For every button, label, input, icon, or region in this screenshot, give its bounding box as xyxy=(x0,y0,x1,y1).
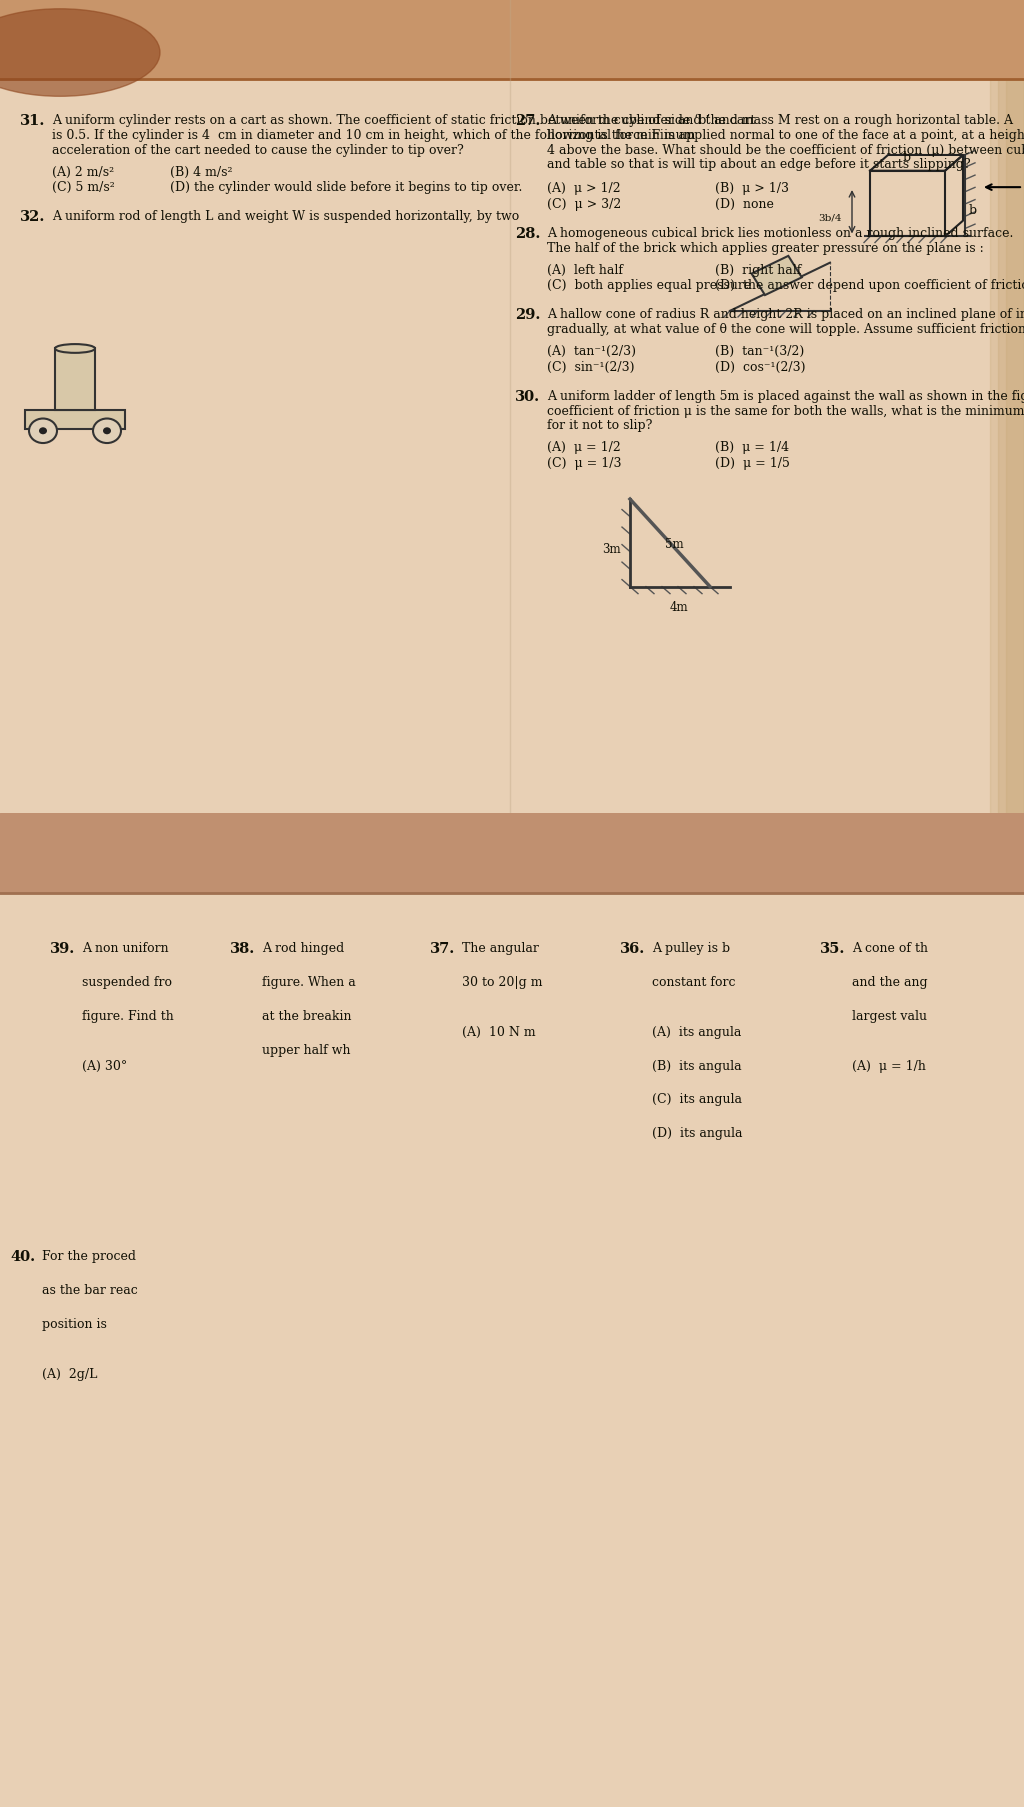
Text: (D)  the answer depend upon coefficient of friction: (D) the answer depend upon coefficient o… xyxy=(715,280,1024,293)
Bar xyxy=(0,0,1024,80)
Text: The half of the brick which applies greater pressure on the plane is :: The half of the brick which applies grea… xyxy=(547,242,984,255)
Text: 36.: 36. xyxy=(620,943,645,956)
Text: (C)  μ > 3/2: (C) μ > 3/2 xyxy=(547,199,622,211)
Text: A rod hinged: A rod hinged xyxy=(262,943,344,956)
Circle shape xyxy=(29,419,57,443)
Text: gradually, at what value of θ the cone will topple. Assume sufficient friction i: gradually, at what value of θ the cone w… xyxy=(547,323,1024,336)
Text: (A)  μ = 1/2: (A) μ = 1/2 xyxy=(547,441,621,454)
Text: constant forc: constant forc xyxy=(652,976,735,988)
Text: acceleration of the cart needed to cause the cylinder to tip over?: acceleration of the cart needed to cause… xyxy=(52,143,464,157)
Text: (D)  cos⁻¹(2/3): (D) cos⁻¹(2/3) xyxy=(715,361,806,374)
Bar xyxy=(25,410,125,428)
Text: coefficient of friction μ is the same for both the walls, what is the minimum va: coefficient of friction μ is the same fo… xyxy=(547,405,1024,417)
Text: 27.: 27. xyxy=(515,114,541,128)
Text: (C) 5 m/s²: (C) 5 m/s² xyxy=(52,181,115,193)
Text: (B) 4 m/s²: (B) 4 m/s² xyxy=(170,166,232,179)
Text: (A)  2g/L: (A) 2g/L xyxy=(42,1368,97,1381)
Text: upper half wh: upper half wh xyxy=(262,1044,350,1057)
Text: suspended fro: suspended fro xyxy=(82,976,172,988)
Text: (A)  μ = 1/h: (A) μ = 1/h xyxy=(852,1059,926,1073)
Text: The angular: The angular xyxy=(462,943,539,956)
Text: A uniform ladder of length 5m is placed against the wall as shown in the figure.: A uniform ladder of length 5m is placed … xyxy=(547,390,1024,403)
Text: (B)  μ > 1/3: (B) μ > 1/3 xyxy=(715,183,790,195)
Text: (D) the cylinder would slide before it begins to tip over.: (D) the cylinder would slide before it b… xyxy=(170,181,522,193)
Text: (D)  μ = 1/5: (D) μ = 1/5 xyxy=(715,457,790,470)
Bar xyxy=(55,349,95,410)
Text: (A)  tan⁻¹(2/3): (A) tan⁻¹(2/3) xyxy=(547,345,636,358)
Text: b: b xyxy=(903,150,911,164)
Ellipse shape xyxy=(55,343,95,352)
Text: (C)  both applies equal pressure: (C) both applies equal pressure xyxy=(547,280,752,293)
Text: 4m: 4m xyxy=(670,600,688,614)
Text: (C)  sin⁻¹(2/3): (C) sin⁻¹(2/3) xyxy=(547,361,635,374)
Text: (B)  its angula: (B) its angula xyxy=(652,1059,741,1073)
Text: 30.: 30. xyxy=(515,390,540,403)
Text: figure. Find th: figure. Find th xyxy=(82,1010,174,1023)
Text: (B)  right half: (B) right half xyxy=(715,264,802,276)
Text: For the proced: For the proced xyxy=(42,1250,136,1263)
Text: 3m: 3m xyxy=(602,542,621,557)
Text: 40.: 40. xyxy=(10,1250,35,1265)
Text: (C)  its angula: (C) its angula xyxy=(652,1093,742,1106)
Text: (A)  left half: (A) left half xyxy=(547,264,623,276)
Text: (D)  none: (D) none xyxy=(715,199,774,211)
Text: and table so that is will tip about an edge before it starts slipping?: and table so that is will tip about an e… xyxy=(547,159,971,172)
Text: A non uniforn: A non uniforn xyxy=(82,943,169,956)
Text: (A)  μ > 1/2: (A) μ > 1/2 xyxy=(547,183,621,195)
Bar xyxy=(0,813,1024,893)
Text: (D)  its angula: (D) its angula xyxy=(652,1128,742,1140)
Text: figure. When a: figure. When a xyxy=(262,976,355,988)
Text: 38.: 38. xyxy=(230,943,255,956)
Text: (A) 2 m/s²: (A) 2 m/s² xyxy=(52,166,114,179)
Polygon shape xyxy=(752,257,802,295)
Text: (B)  μ = 1/4: (B) μ = 1/4 xyxy=(715,441,790,454)
Bar xyxy=(870,170,945,237)
Text: 4 above the base. What should be the coefficient of friction (μ) between cube: 4 above the base. What should be the coe… xyxy=(547,143,1024,157)
Text: 28.: 28. xyxy=(515,226,541,240)
Text: at the breakin: at the breakin xyxy=(262,1010,351,1023)
Text: horizontal force F is applied normal to one of the face at a point, at a height : horizontal force F is applied normal to … xyxy=(547,128,1024,141)
Text: largest valu: largest valu xyxy=(852,1010,927,1023)
Text: A uniform cube of side ‘b’ and mass M rest on a rough horizontal table. A: A uniform cube of side ‘b’ and mass M re… xyxy=(547,114,1013,126)
Text: 37.: 37. xyxy=(430,943,456,956)
Circle shape xyxy=(39,426,47,434)
Text: 30 to 20|g m: 30 to 20|g m xyxy=(462,976,543,988)
Text: as the bar reac: as the bar reac xyxy=(42,1285,138,1297)
Text: b: b xyxy=(969,204,977,217)
Text: is 0.5. If the cylinder is 4  cm in diameter and 10 cm in height, which of the f: is 0.5. If the cylinder is 4 cm in diame… xyxy=(52,128,695,141)
Text: and the ang: and the ang xyxy=(852,976,928,988)
Text: 32.: 32. xyxy=(20,210,45,224)
Text: position is: position is xyxy=(42,1317,106,1332)
Text: (A)  its angula: (A) its angula xyxy=(652,1026,741,1039)
Text: 35.: 35. xyxy=(820,943,846,956)
Text: 5m: 5m xyxy=(665,538,684,551)
Ellipse shape xyxy=(0,9,160,96)
Text: 3b/4: 3b/4 xyxy=(818,213,842,222)
Text: A hallow cone of radius R and height 2R is placed on an inclined plane of inclin: A hallow cone of radius R and height 2R … xyxy=(547,309,1024,322)
Text: (A)  10 N m: (A) 10 N m xyxy=(462,1026,536,1039)
Text: A homogeneous cubical brick lies motionless on a rough inclined surface.: A homogeneous cubical brick lies motionl… xyxy=(547,226,1014,240)
Circle shape xyxy=(93,419,121,443)
Text: A cone of th: A cone of th xyxy=(852,943,928,956)
Text: 31.: 31. xyxy=(20,114,45,128)
Text: A uniform rod of length L and weight W is suspended horizontally, by two: A uniform rod of length L and weight W i… xyxy=(52,210,519,222)
Text: A uniform cylinder rests on a cart as shown. The coefficient of static friction : A uniform cylinder rests on a cart as sh… xyxy=(52,114,756,126)
Circle shape xyxy=(103,426,111,434)
Text: 39.: 39. xyxy=(50,943,75,956)
Text: for it not to slip?: for it not to slip? xyxy=(547,419,652,432)
Text: (C)  μ = 1/3: (C) μ = 1/3 xyxy=(547,457,622,470)
Text: (B)  tan⁻¹(3/2): (B) tan⁻¹(3/2) xyxy=(715,345,804,358)
Text: (A) 30°: (A) 30° xyxy=(82,1059,127,1073)
Text: 29.: 29. xyxy=(515,309,541,322)
Text: A pulley is b: A pulley is b xyxy=(652,943,730,956)
